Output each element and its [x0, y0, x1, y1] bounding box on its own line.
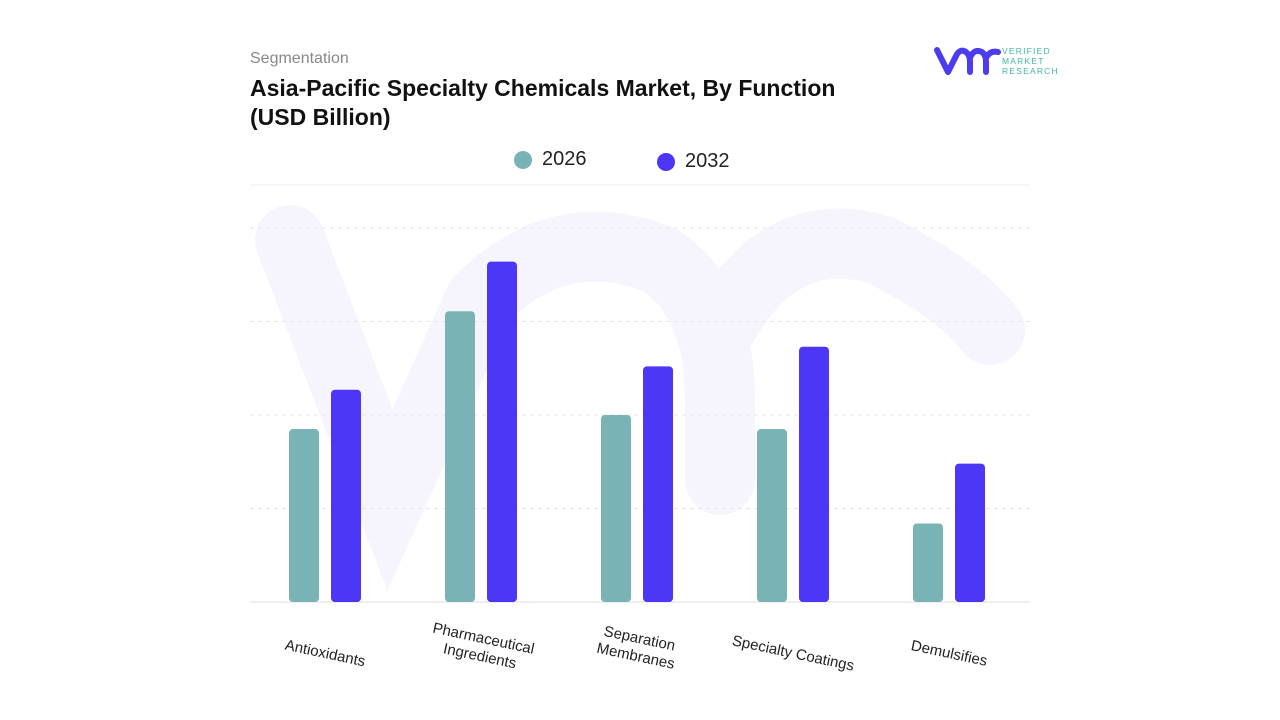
vmr-logo: VERIFIED MARKET RESEARCH [934, 44, 1064, 83]
legend-item-2032: 2032 [657, 150, 730, 173]
bar-2032-specialty-coatings [799, 346, 829, 602]
segment-label: Segmentation [250, 50, 349, 67]
bar-2032-pharmaceutical-ingredients [487, 261, 517, 602]
legend-item-2026: 2026 [514, 148, 587, 171]
chart-title: Asia-Pacific Specialty Chemicals Market,… [250, 75, 836, 130]
bar-2026-pharmaceutical-ingredients [445, 311, 475, 602]
bar-2032-separation-membranes [643, 366, 673, 602]
svg-text:VERIFIED: VERIFIED [1002, 46, 1051, 56]
bar-2026-antioxidants [289, 429, 319, 602]
legend: 2026 2032 [0, 148, 1280, 178]
bar-2032-demulsifies [955, 463, 985, 602]
bar-2026-specialty-coatings [757, 429, 787, 602]
watermark [255, 205, 1025, 591]
legend-swatch-2032 [657, 152, 675, 171]
legend-swatch-2026 [514, 150, 532, 169]
bar-2026-demulsifies [913, 523, 943, 602]
svg-text:RESEARCH: RESEARCH [1002, 66, 1059, 76]
legend-label: 2032 [685, 150, 730, 172]
bar-2032-antioxidants [331, 389, 361, 602]
bar-2026-separation-membranes [601, 415, 631, 602]
svg-text:MARKET: MARKET [1002, 56, 1045, 66]
legend-label: 2026 [542, 148, 587, 170]
